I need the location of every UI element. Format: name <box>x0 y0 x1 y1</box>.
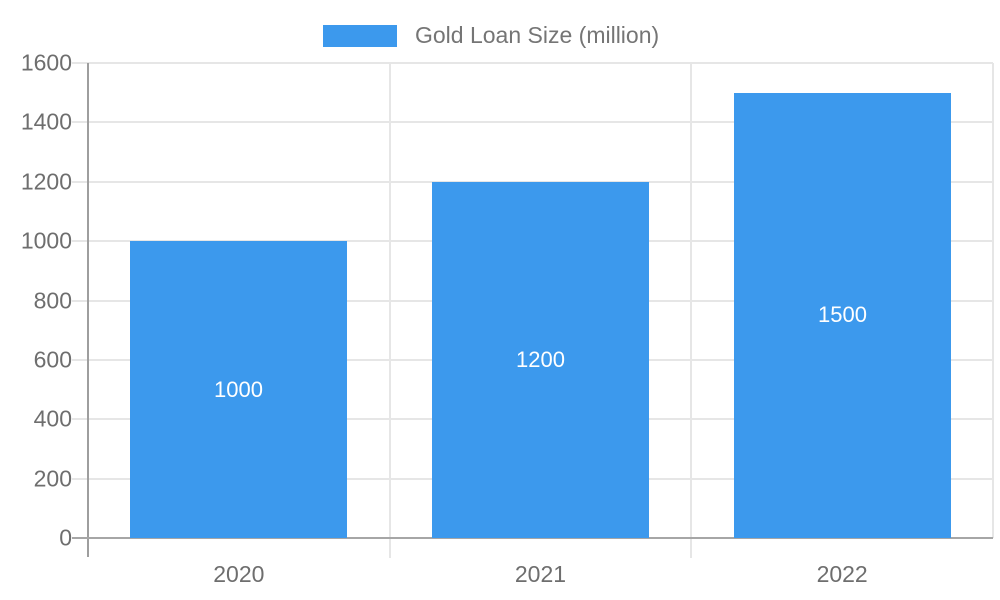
column-separator-gridline <box>388 63 391 558</box>
legend-label: Gold Loan Size (million) <box>415 22 660 48</box>
y-tick-label: 1200 <box>20 168 72 195</box>
bar-value-label: 1000 <box>214 376 263 402</box>
gridline-1400 <box>72 121 993 124</box>
bar-value-label: 1500 <box>818 302 867 328</box>
legend[interactable]: Gold Loan Size (million) <box>323 22 659 49</box>
y-axis-line <box>87 63 89 557</box>
bar-2022[interactable]: 1500 <box>734 92 951 538</box>
bar-2020[interactable]: 1000 <box>130 241 347 538</box>
legend-swatch-icon <box>323 24 397 47</box>
y-tick-label: 1600 <box>20 49 72 76</box>
y-tick-label: 0 <box>59 524 72 551</box>
bar-value-label: 1200 <box>516 346 565 372</box>
y-tick-label: 1400 <box>20 108 72 135</box>
y-tick-label: 400 <box>33 405 72 432</box>
x-axis-baseline <box>72 537 993 539</box>
x-axis-labels: 2020 2021 2022 <box>88 561 993 591</box>
y-tick-label: 1000 <box>20 227 72 254</box>
y-axis-labels: 1600 1400 1200 1000 800 600 400 200 0 <box>0 50 72 551</box>
column-separator-gridline <box>690 63 693 558</box>
y-tick-label: 600 <box>33 346 72 373</box>
bar-2021[interactable]: 1200 <box>432 181 649 538</box>
plot-area: 1000 1200 1500 <box>72 62 994 558</box>
gridline-1600 <box>72 62 993 64</box>
y-tick-label: 200 <box>33 465 72 492</box>
x-tick-label: 2020 <box>213 561 265 587</box>
x-tick-label: 2022 <box>816 561 868 587</box>
y-tick-label: 800 <box>33 287 72 313</box>
right-edge-gridline <box>992 63 994 538</box>
x-tick-label: 2021 <box>514 561 567 587</box>
